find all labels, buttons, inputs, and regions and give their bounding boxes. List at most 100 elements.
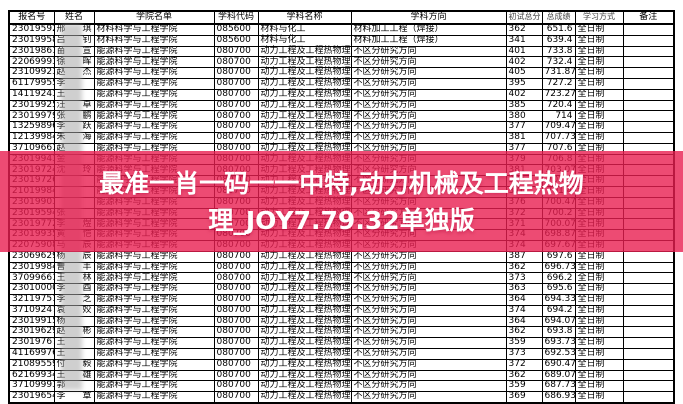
name-visible-first-char: 李: [56, 78, 66, 89]
cell-reg: 230199584: [8, 34, 55, 47]
cell-college: 能源科学与工程学院: [93, 304, 215, 317]
promo-banner[interactable]: 最准一肖一码一一中特,动力机械及工程热物 理_JOY7.79.32单独版: [0, 151, 683, 252]
cell-direction: 不区分研究方向: [350, 380, 507, 393]
name-visible-first-char: 赵: [56, 67, 66, 78]
name-visible-first-char: 王: [56, 272, 66, 283]
cell-remark: [622, 121, 675, 133]
cell-direction: 不区分研究方向: [350, 131, 507, 144]
column-header: 报名号: [8, 10, 55, 25]
cell-direction: 不区分研究方向: [350, 337, 507, 349]
cell-code: 080700: [213, 391, 259, 404]
name-visible-last-char: 跃: [82, 121, 92, 132]
cell-direction: 不区分研究方向: [350, 56, 507, 69]
promo-banner-text-line-1: 最准一肖一码一一中特,动力机械及工程热物: [99, 168, 584, 198]
cell-direction: 不区分研究方向: [350, 110, 507, 123]
name-visible-first-char: 李: [56, 283, 66, 294]
cell-remark: [622, 250, 675, 263]
cell-initial: 362: [505, 261, 543, 274]
cell-mode: 全日制: [574, 283, 624, 295]
cell-total: 689.07: [541, 369, 576, 382]
name-visible-last-char: 琪: [82, 24, 92, 35]
cell-name: 徐晖: [53, 56, 95, 69]
table-row: 132598969李跃能源科学与工程学院080700动力工程及工程热物理不区分研…: [8, 121, 675, 133]
cell-remark: [622, 67, 675, 79]
cell-reg: 230199255: [8, 99, 55, 112]
cell-name: 朱海: [53, 131, 95, 144]
cell-subject: 动力工程及工程热物理: [257, 272, 352, 285]
column-header: 姓名: [53, 10, 95, 25]
cell-name: 郭: [53, 380, 95, 393]
cell-subject: 动力工程及工程热物理: [257, 77, 352, 90]
cell-reg: 132598969: [8, 121, 55, 133]
table-header-row: 报名号 姓名 学院名单 学科代码 学科名称 学科方向 初试总分 总成绩 学习方式 备注: [8, 10, 675, 25]
column-header: 学科方向: [350, 10, 507, 25]
cell-remark: [622, 272, 675, 285]
cell-reg: 121399843: [8, 131, 55, 144]
name-visible-last-char: 钊: [82, 35, 92, 45]
cell-code: 080700: [213, 369, 259, 382]
cell-code: 080700: [213, 45, 259, 58]
cell-direction: 不区分研究方向: [350, 347, 507, 360]
cell-reg: 621699347: [8, 369, 55, 382]
cell-college: 能源科学与工程学院: [93, 272, 215, 285]
cell-subject: 材料与化工: [257, 34, 352, 47]
cell-total: 694.2: [541, 304, 576, 317]
cell-name: 李: [53, 77, 95, 90]
cell-remark: [622, 45, 675, 58]
cell-code: 080700: [213, 77, 259, 90]
name-visible-first-char: 付: [56, 359, 66, 369]
cell-remark: [622, 283, 675, 295]
cell-college: 能源科学与工程学院: [93, 131, 215, 144]
cell-reg: 210895594: [8, 358, 55, 371]
cell-remark: [622, 34, 675, 47]
cell-mode: 全日制: [574, 121, 624, 133]
cell-college: 能源科学与工程学院: [93, 326, 215, 339]
cell-code: 080700: [213, 56, 259, 69]
column-header: 学科代码: [213, 10, 259, 25]
cell-name: 赵彬: [53, 326, 95, 339]
cell-college: 能源科学与工程学院: [93, 99, 215, 112]
name-visible-last-char: 章: [82, 391, 92, 402]
cell-subject: 动力工程及工程热物理: [257, 261, 352, 274]
name-visible-last-char: 酉: [82, 283, 92, 294]
table-row: 230199584吕钊材料科学与工程学院085600材料与化工材料加工工程（焊接…: [8, 34, 675, 47]
cell-code: 080700: [213, 293, 259, 306]
cell-direction: 不区分研究方向: [350, 315, 507, 328]
cell-subject: 动力工程及工程热物理: [257, 337, 352, 349]
cell-code: 080700: [213, 283, 259, 295]
table-row: 230198611苗宣能源科学与工程学院080700动力工程及工程热物理不区分研…: [8, 45, 675, 58]
cell-total: 727.2: [541, 77, 576, 90]
cell-initial: 402: [505, 56, 543, 69]
cell-code: 080700: [213, 272, 259, 285]
cell-initial: 369: [505, 391, 543, 404]
cell-name: 张鹏: [53, 110, 95, 123]
cell-code: 080700: [213, 250, 259, 263]
cell-initial: 401: [505, 45, 543, 58]
cell-college: 能源科学与工程学院: [93, 337, 215, 349]
cell-mode: 全日制: [574, 337, 624, 349]
cell-code: 080700: [213, 347, 259, 360]
cell-total: 720.4: [541, 99, 576, 112]
cell-remark: [622, 347, 675, 360]
cell-mode: 全日制: [574, 99, 624, 112]
cell-initial: 402: [505, 88, 543, 101]
cell-direction: 不区分研究方向: [350, 369, 507, 382]
cell-subject: 动力工程及工程热物理: [257, 347, 352, 360]
cell-reg: 230196298: [8, 326, 55, 339]
cell-direction: 不区分研究方向: [350, 304, 507, 317]
name-visible-first-char: 李: [56, 294, 66, 305]
name-visible-last-char: 鹏: [82, 110, 92, 121]
table-row: 230100000李酉能源科学与工程学院080700动力工程及工程热物理不区分研…: [8, 283, 675, 295]
cell-college: 能源科学与工程学院: [93, 45, 215, 58]
cell-mode: 全日制: [574, 56, 624, 69]
cell-name: 李芝: [53, 293, 95, 306]
cell-total: 707.73: [541, 131, 576, 144]
name-visible-first-char: 王: [56, 348, 66, 359]
cell-code: 080700: [213, 131, 259, 144]
cell-mode: 全日制: [574, 88, 624, 101]
name-visible-first-char: 王: [56, 337, 66, 348]
cell-name: 苗宣: [53, 45, 95, 58]
cell-direction: 不区分研究方向: [350, 293, 507, 306]
cell-subject: 动力工程及工程热物理: [257, 304, 352, 317]
cell-reg: 411699763: [8, 347, 55, 360]
